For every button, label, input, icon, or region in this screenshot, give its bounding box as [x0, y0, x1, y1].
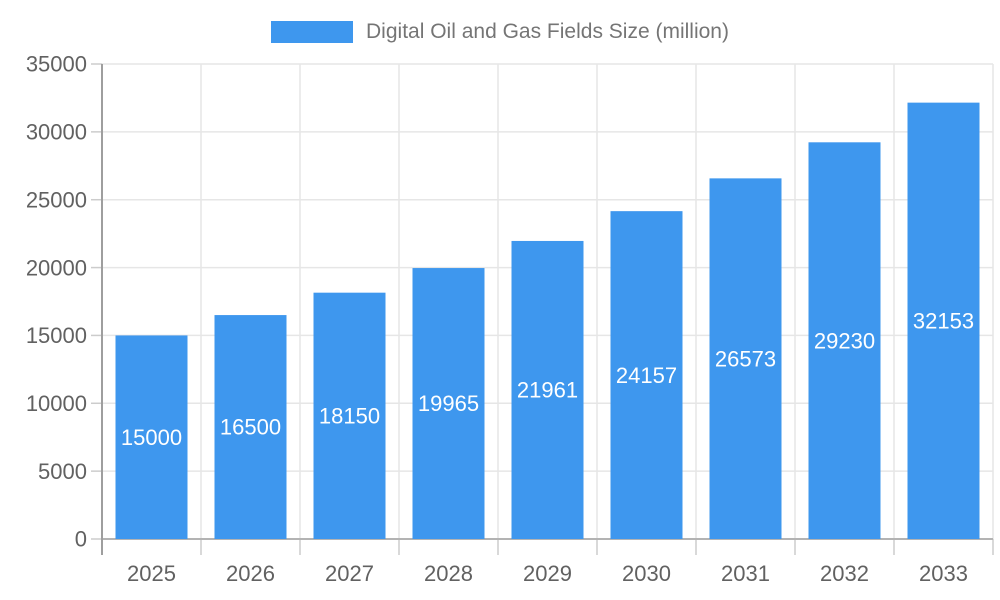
bar-2032[interactable] [808, 142, 881, 540]
y-axis-label: 5000 [38, 459, 87, 484]
y-axis-label: 25000 [26, 187, 87, 212]
bar-2026[interactable] [214, 315, 287, 539]
x-axis-label-2028: 2028 [424, 561, 473, 586]
y-axis-label: 0 [75, 527, 87, 552]
x-axis-label-2027: 2027 [325, 561, 374, 586]
bar-2033[interactable] [907, 102, 980, 540]
x-axis-label-2029: 2029 [523, 561, 572, 586]
y-axis-label: 20000 [26, 255, 87, 280]
x-axis-label-2032: 2032 [820, 561, 869, 586]
x-axis-label-2025: 2025 [127, 561, 176, 586]
bar-value-label-2028: 19965 [418, 391, 479, 416]
y-axis-label: 10000 [26, 391, 87, 416]
bar-value-label-2030: 24157 [616, 363, 677, 388]
bar-value-label-2032: 29230 [814, 328, 875, 353]
bar-value-label-2033: 32153 [913, 309, 974, 334]
bar-value-label-2031: 26573 [715, 346, 776, 371]
bar-2027[interactable] [313, 292, 386, 539]
x-axis-label-2030: 2030 [622, 561, 671, 586]
x-axis-label-2031: 2031 [721, 561, 770, 586]
bar-value-label-2027: 18150 [319, 404, 380, 429]
y-axis-label: 35000 [26, 52, 87, 77]
legend-label: Digital Oil and Gas Fields Size (million… [366, 20, 729, 43]
chart-legend[interactable]: Digital Oil and Gas Fields Size (million… [0, 21, 1000, 43]
x-axis-label-2033: 2033 [919, 561, 968, 586]
bar-2028[interactable] [412, 268, 485, 539]
bar-value-label-2025: 15000 [121, 425, 182, 450]
bar-value-label-2026: 16500 [220, 415, 281, 440]
bar-2025[interactable] [115, 335, 188, 539]
legend-swatch [271, 21, 354, 43]
x-axis-label-2026: 2026 [226, 561, 275, 586]
bar-2029[interactable] [511, 240, 584, 539]
y-axis-label: 30000 [26, 120, 87, 145]
bar-2030[interactable] [610, 211, 683, 539]
bar-2031[interactable] [709, 178, 782, 539]
bar-value-label-2029: 21961 [517, 378, 578, 403]
y-axis-label: 15000 [26, 323, 87, 348]
